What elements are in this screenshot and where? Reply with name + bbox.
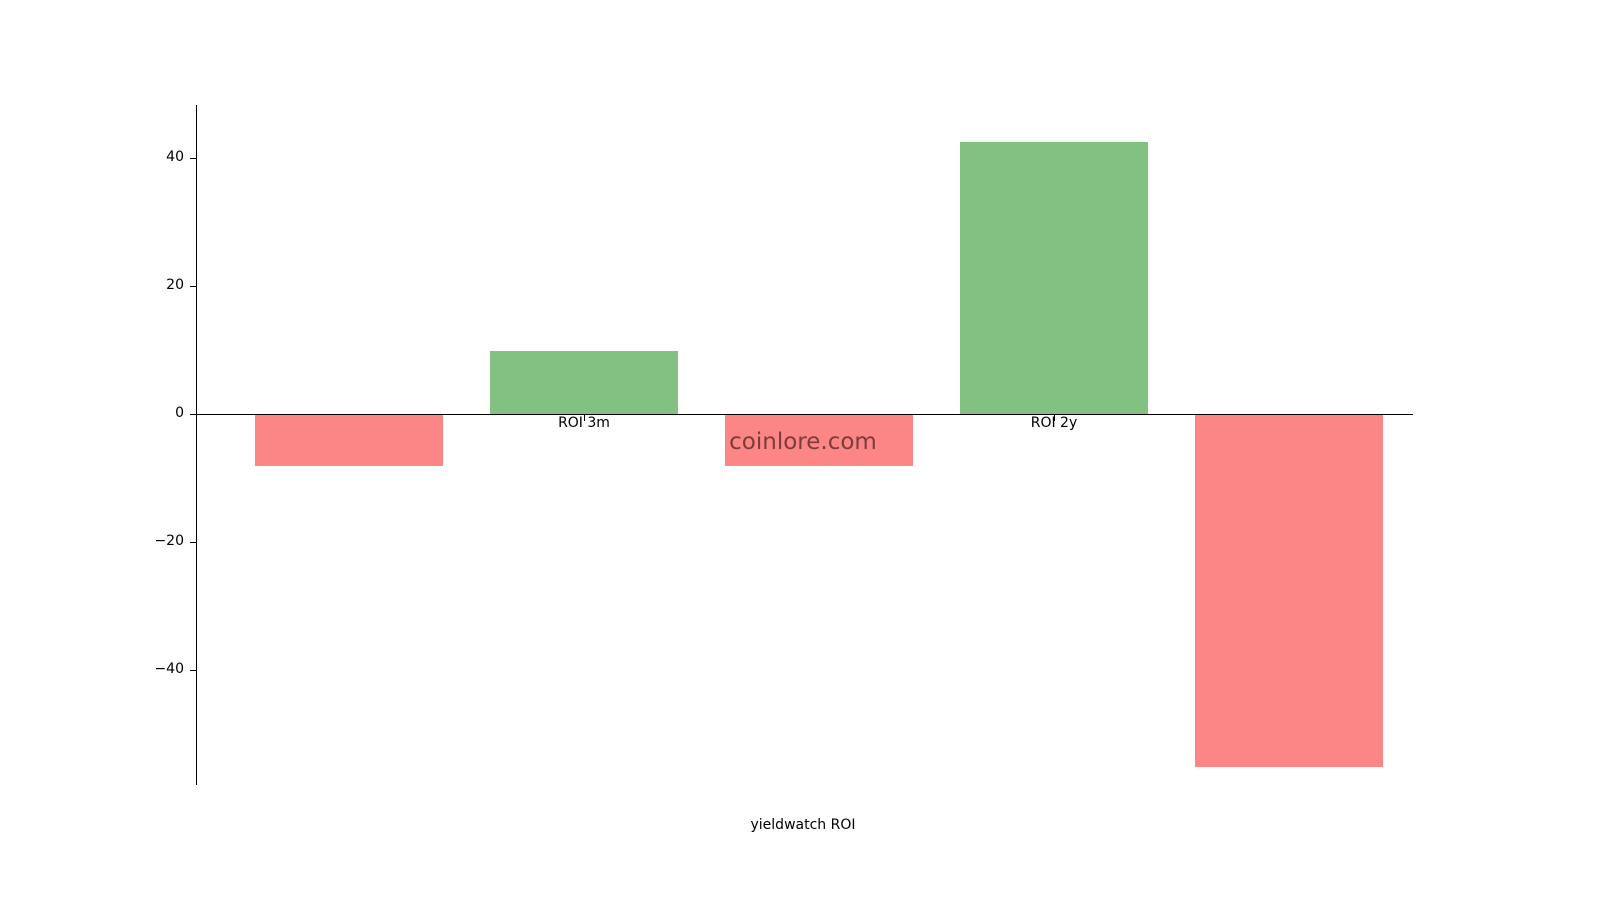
y-tick-label: 20 <box>166 277 184 293</box>
x-tick-label: ROI 2y <box>1030 415 1078 431</box>
bar-unlabeled-0 <box>255 415 443 466</box>
chart-title: yieldwatch ROI <box>750 817 856 833</box>
bar-roi-2y <box>960 142 1148 415</box>
y-tick-label: −20 <box>154 533 184 549</box>
x-tick-mark <box>584 415 585 421</box>
bar-unlabeled-2 <box>725 415 913 466</box>
y-tick-mark <box>190 414 196 415</box>
watermark-text: coinlore.com <box>729 429 877 455</box>
y-tick-mark <box>190 158 196 159</box>
y-tick-label: −40 <box>154 661 184 677</box>
y-tick-label: 40 <box>166 149 184 165</box>
x-axis-zero-line <box>196 414 1413 415</box>
y-tick-mark <box>190 670 196 671</box>
y-axis-line <box>196 105 197 785</box>
y-tick-mark <box>190 286 196 287</box>
x-tick-mark <box>1054 415 1055 421</box>
bar-roi-3m <box>490 351 678 415</box>
x-tick-label: ROI 3m <box>558 415 610 431</box>
y-tick-mark <box>190 542 196 543</box>
y-tick-label: 0 <box>175 405 184 421</box>
bar-unlabeled-4 <box>1195 415 1383 767</box>
